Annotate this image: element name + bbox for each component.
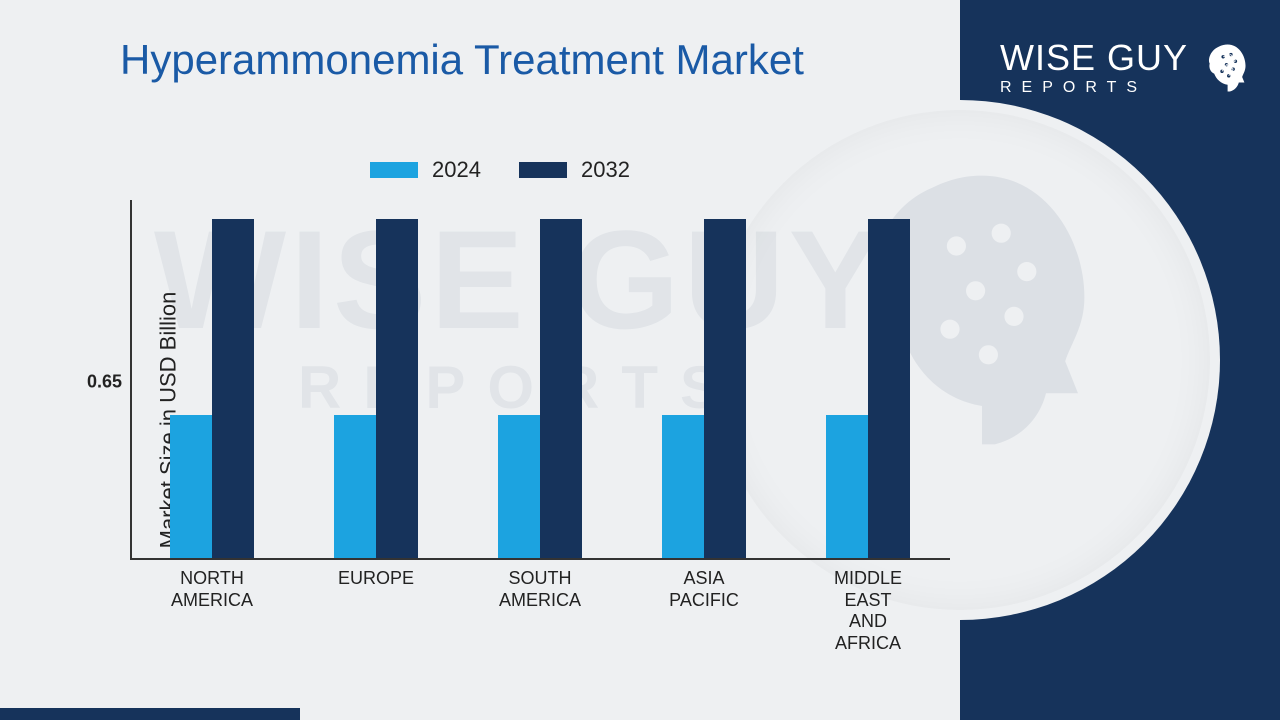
bar-group: ASIAPACIFIC: [662, 200, 746, 558]
bar-2024: [662, 415, 704, 558]
plot-area: 0.65 NORTHAMERICAEUROPESOUTHAMERICAASIAP…: [130, 200, 950, 560]
bar-2024: [498, 415, 540, 558]
legend-item-2032: 2032: [519, 157, 630, 183]
bar-2032: [376, 219, 418, 558]
page-root: WISE GUY REPORTS: [0, 0, 1280, 720]
brand-line1: WISE GUY: [1000, 40, 1188, 76]
right-brand-panel: WISE GUY REPORTS: [960, 0, 1280, 720]
chart-title: Hyperammonemia Treatment Market: [120, 36, 804, 84]
legend-swatch-2024: [370, 162, 418, 178]
chart-legend: 2024 2032: [50, 150, 950, 190]
bar-group: NORTHAMERICA: [170, 200, 254, 558]
category-label: SOUTHAMERICA: [480, 568, 600, 611]
bar-2032: [704, 219, 746, 558]
chart-frame: Market Size in USD Billion 2024 2032 0.6…: [50, 150, 950, 690]
category-label: NORTHAMERICA: [152, 568, 272, 611]
brand-logo: WISE GUY REPORTS: [1000, 40, 1250, 96]
footer-accent-bar: [0, 708, 300, 720]
category-label: ASIAPACIFIC: [644, 568, 764, 611]
bar-2032: [212, 219, 254, 558]
bar-2024: [170, 415, 212, 558]
bar-groups: NORTHAMERICA EUROPE SOUTHAMERICA ASIAPACIFI…: [130, 200, 950, 558]
legend-label-2032: 2032: [581, 157, 630, 183]
y-tick-label: 0.65: [87, 371, 130, 392]
bar-group: SOUTHAMERICA: [498, 200, 582, 558]
legend-item-2024: 2024: [370, 157, 481, 183]
bar-2032: [540, 219, 582, 558]
bar-group: MIDDLEEASTANDAFRICA: [826, 200, 910, 558]
bar-2032: [868, 219, 910, 558]
category-label: MIDDLEEASTANDAFRICA: [808, 568, 928, 654]
brand-line2: REPORTS: [1000, 80, 1188, 96]
category-label: EUROPE: [316, 568, 436, 590]
bar-2024: [334, 415, 376, 558]
legend-swatch-2032: [519, 162, 567, 178]
brand-head-icon: [1194, 40, 1250, 96]
bar-group: EUROPE: [334, 200, 418, 558]
legend-label-2024: 2024: [432, 157, 481, 183]
bar-2024: [826, 415, 868, 558]
